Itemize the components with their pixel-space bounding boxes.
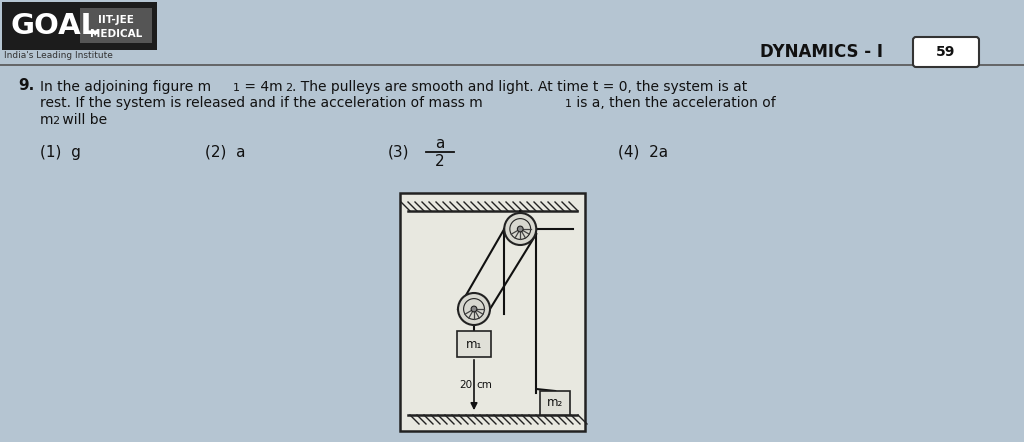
Bar <box>2 2 157 50</box>
Text: 59: 59 <box>936 45 955 59</box>
Text: In the adjoining figure m: In the adjoining figure m <box>40 80 211 94</box>
Bar <box>541 391 570 415</box>
FancyBboxPatch shape <box>913 37 979 67</box>
Circle shape <box>458 293 490 325</box>
Text: . The pulleys are smooth and light. At time t = 0, the system is at: . The pulleys are smooth and light. At t… <box>292 80 748 94</box>
Text: 9.: 9. <box>18 78 34 93</box>
Text: m₁: m₁ <box>466 338 482 351</box>
Text: 1: 1 <box>565 99 572 109</box>
Bar <box>80 8 152 43</box>
Text: m₂: m₂ <box>547 396 563 409</box>
Text: = 4m: = 4m <box>240 80 283 94</box>
Text: (1)  g: (1) g <box>40 145 81 160</box>
Text: India's Leading Institute: India's Leading Institute <box>4 52 113 61</box>
Bar <box>400 193 585 431</box>
Text: (2)  a: (2) a <box>205 145 246 160</box>
Text: 20: 20 <box>459 380 472 390</box>
Text: 2: 2 <box>285 83 292 93</box>
Bar <box>457 331 490 357</box>
Text: will be: will be <box>58 113 108 127</box>
Text: 1: 1 <box>233 83 240 93</box>
Circle shape <box>517 226 523 232</box>
Text: GOAL: GOAL <box>10 12 99 40</box>
Circle shape <box>504 213 537 245</box>
Text: IIT-JEE: IIT-JEE <box>98 15 134 25</box>
Text: 2: 2 <box>435 153 444 168</box>
Text: MEDICAL: MEDICAL <box>90 29 142 39</box>
Text: (3): (3) <box>388 145 410 160</box>
Text: is a, then the acceleration of: is a, then the acceleration of <box>572 96 776 110</box>
Text: 2: 2 <box>52 116 59 126</box>
Text: cm: cm <box>476 380 492 390</box>
Text: DYNAMICS - I: DYNAMICS - I <box>760 43 883 61</box>
Circle shape <box>471 306 477 312</box>
Text: m: m <box>40 113 53 127</box>
Text: a: a <box>435 136 444 150</box>
Text: (4)  2a: (4) 2a <box>618 145 668 160</box>
Text: rest. If the system is released and if the acceleration of mass m: rest. If the system is released and if t… <box>40 96 482 110</box>
